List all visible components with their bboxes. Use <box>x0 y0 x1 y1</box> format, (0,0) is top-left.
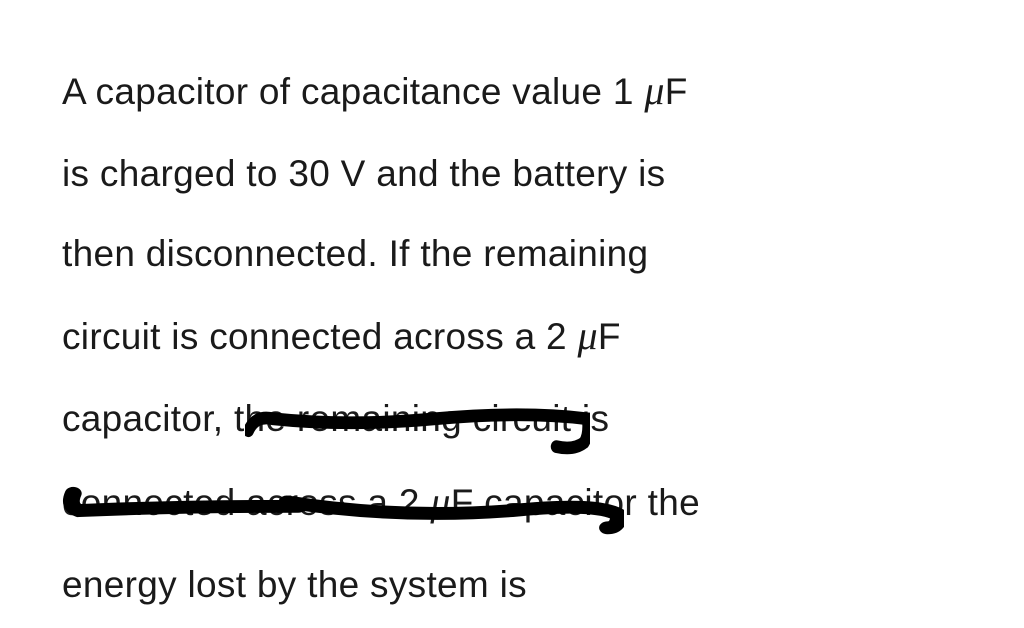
struck-text: s a 2 <box>338 482 430 523</box>
text: F <box>665 71 688 112</box>
line-7: energy lost by the system is <box>62 564 527 605</box>
mu-symbol: μ <box>578 313 598 358</box>
text: capacitor, t <box>62 398 245 439</box>
mu-symbol: μ <box>430 479 450 524</box>
strikethrough-1: he remaining circuit i <box>245 379 591 459</box>
text: the <box>637 482 700 523</box>
struck-text: connected acros <box>62 482 338 523</box>
mu-symbol: μ <box>644 68 664 113</box>
struck-text: F capacito <box>451 482 625 523</box>
text: A capacitor of capacitance value 1 <box>62 71 644 112</box>
line-1: A capacitor of capacitance value 1 μF <box>62 71 688 112</box>
line-6: connected across a 2 μF capacitor the <box>62 482 700 523</box>
line-2: is charged to 30 V and the battery is <box>62 153 665 194</box>
problem-text: A capacitor of capacitance value 1 μF is… <box>62 48 962 624</box>
line-3: then disconnected. If the remaining <box>62 233 648 274</box>
struck-text: he remaining circuit i <box>245 398 591 439</box>
text: r <box>624 482 637 523</box>
strikethrough-2: connected across a 2 μF capacito <box>62 459 624 545</box>
line-5: capacitor, the remaining circuit is <box>62 398 609 439</box>
text: F <box>598 316 621 357</box>
line-4: circuit is connected across a 2 μF <box>62 316 621 357</box>
text: circuit is connected across a 2 <box>62 316 578 357</box>
text: s <box>590 398 609 439</box>
page: A capacitor of capacitance value 1 μF is… <box>0 0 1024 628</box>
